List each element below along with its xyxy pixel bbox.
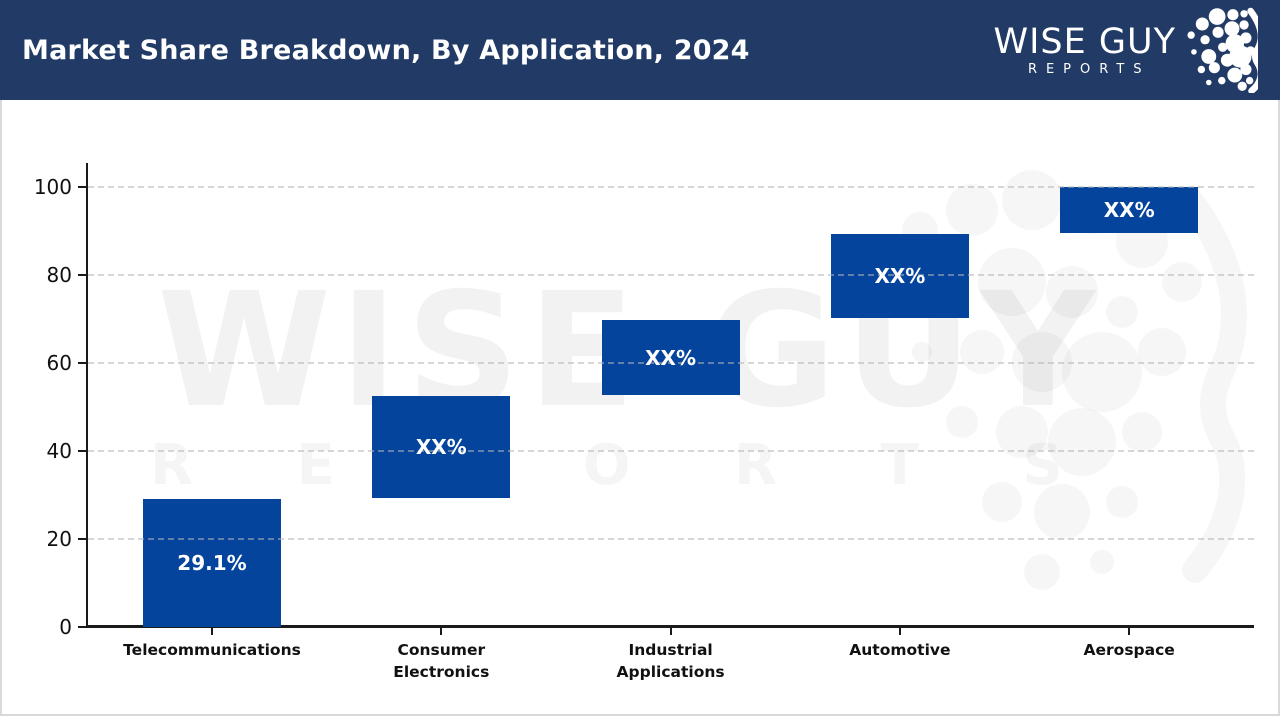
brand-subname: REPORTS	[1027, 61, 1151, 77]
x-tick-label-telecommunications: Telecommunications	[123, 641, 301, 659]
gridline-40	[88, 450, 1254, 452]
y-tick-label: 0	[59, 615, 72, 639]
x-tick-label-automotive: Automotive	[849, 641, 951, 659]
header-bar: Market Share Breakdown, By Application, …	[0, 0, 1280, 100]
y-tick-label: 40	[46, 439, 72, 463]
y-tick-mark	[78, 362, 86, 364]
x-tick-mark	[898, 628, 901, 635]
logo-head-icon	[1187, 7, 1258, 93]
gridline-20	[88, 538, 1254, 540]
bar-value-label-telecommunications: 29.1%	[177, 550, 247, 575]
bar-value-label-industrial-applications: XX%	[645, 345, 697, 370]
brand-logo-text: WISE GUY REPORTS	[993, 21, 1176, 77]
y-tick-mark	[78, 538, 86, 540]
x-tick-mark	[1128, 628, 1131, 635]
brand-name: WISE GUY	[993, 21, 1176, 62]
y-tick-label: 80	[46, 263, 72, 287]
brand-logo: WISE GUY REPORTS	[993, 7, 1258, 93]
bar-consumer-electronics	[372, 395, 511, 499]
y-tick-label: 100	[33, 175, 72, 199]
y-tick-mark	[78, 186, 86, 188]
x-tick-mark	[440, 628, 443, 635]
bar-telecommunications	[143, 498, 281, 627]
gridline-60	[88, 362, 1254, 364]
bar-value-label-automotive: XX%	[874, 264, 926, 289]
y-axis-line	[86, 163, 88, 628]
y-tick-mark	[78, 626, 86, 628]
bar-value-label-aerospace: XX%	[1103, 198, 1155, 223]
bar-automotive	[830, 234, 969, 319]
x-tick-label-industrial-applications: Industrial Applications	[616, 641, 725, 681]
y-tick-label: 60	[46, 351, 72, 375]
x-tick-mark	[211, 628, 213, 635]
content-frame	[0, 100, 1280, 716]
bar-aerospace	[1060, 187, 1199, 234]
page-title: Market Share Breakdown, By Application, …	[22, 34, 750, 66]
y-tick-label: 20	[46, 527, 72, 551]
gridline-100	[88, 186, 1254, 188]
y-tick-mark	[78, 450, 86, 452]
bar-value-label-consumer-electronics: XX%	[415, 434, 467, 459]
y-tick-mark	[78, 274, 86, 276]
gridline-80	[88, 274, 1254, 276]
x-axis-line	[86, 625, 1254, 628]
x-tick-label-aerospace: Aerospace	[1083, 641, 1175, 659]
bar-industrial-applications	[601, 319, 740, 396]
x-tick-label-consumer-electronics: Consumer Electronics	[393, 641, 490, 681]
x-tick-mark	[669, 628, 672, 635]
